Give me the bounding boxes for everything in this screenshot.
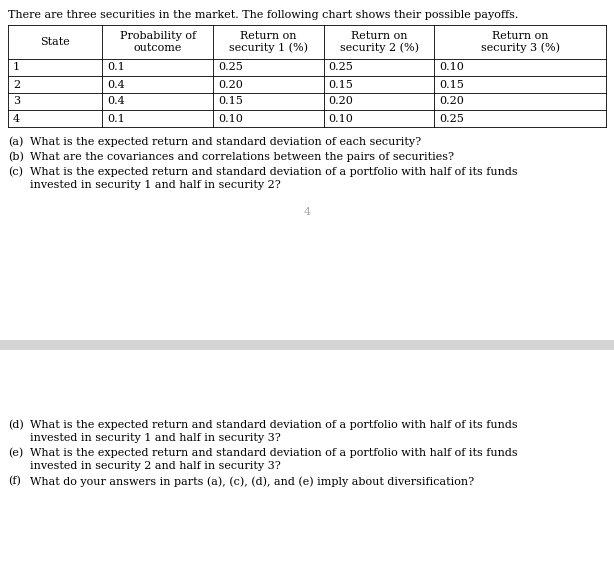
Text: Return on
security 3 (%): Return on security 3 (%) xyxy=(481,31,560,53)
Text: invested in security 2 and half in security 3?: invested in security 2 and half in secur… xyxy=(30,461,281,471)
Text: What is the expected return and standard deviation of a portfolio with half of i: What is the expected return and standard… xyxy=(30,448,518,458)
Text: What is the expected return and standard deviation of a portfolio with half of i: What is the expected return and standard… xyxy=(30,420,518,430)
Text: invested in security 1 and half in security 2?: invested in security 1 and half in secur… xyxy=(30,180,281,190)
Text: 0.10: 0.10 xyxy=(218,113,243,124)
Text: There are three securities in the market. The following chart shows their possib: There are three securities in the market… xyxy=(8,10,518,20)
Text: 3: 3 xyxy=(13,96,20,107)
Text: What do your answers in parts (a), (c), (d), and (e) imply about diversification: What do your answers in parts (a), (c), … xyxy=(30,476,474,487)
Text: 0.1: 0.1 xyxy=(107,113,125,124)
Text: 4: 4 xyxy=(13,113,20,124)
Text: (e): (e) xyxy=(8,448,23,459)
Text: 0.20: 0.20 xyxy=(218,80,243,90)
Text: State: State xyxy=(41,37,70,47)
Text: Probability of
outcome: Probability of outcome xyxy=(120,31,196,53)
Text: 0.4: 0.4 xyxy=(107,96,125,107)
Text: invested in security 1 and half in security 3?: invested in security 1 and half in secur… xyxy=(30,433,281,443)
Text: Return on
security 2 (%): Return on security 2 (%) xyxy=(340,31,419,53)
Text: What are the covariances and correlations between the pairs of securities?: What are the covariances and correlation… xyxy=(30,152,454,162)
Text: (f): (f) xyxy=(8,476,21,486)
Text: 0.15: 0.15 xyxy=(440,80,464,90)
Text: 0.25: 0.25 xyxy=(328,63,354,73)
Text: 0.25: 0.25 xyxy=(440,113,464,124)
Text: 0.1: 0.1 xyxy=(107,63,125,73)
Text: 1: 1 xyxy=(13,63,20,73)
Text: (c): (c) xyxy=(8,167,23,177)
Text: 2: 2 xyxy=(13,80,20,90)
Text: 0.20: 0.20 xyxy=(440,96,464,107)
Text: 0.10: 0.10 xyxy=(440,63,464,73)
Text: (d): (d) xyxy=(8,420,24,430)
Text: What is the expected return and standard deviation of a portfolio with half of i: What is the expected return and standard… xyxy=(30,167,518,177)
Text: 4: 4 xyxy=(303,207,311,217)
Text: 0.25: 0.25 xyxy=(218,63,243,73)
Text: 0.10: 0.10 xyxy=(328,113,354,124)
Bar xyxy=(0,340,614,350)
Text: What is the expected return and standard deviation of each security?: What is the expected return and standard… xyxy=(30,137,421,147)
Text: 0.20: 0.20 xyxy=(328,96,354,107)
Text: 0.15: 0.15 xyxy=(328,80,354,90)
Text: 0.15: 0.15 xyxy=(218,96,243,107)
Text: (a): (a) xyxy=(8,137,23,147)
Text: 0.4: 0.4 xyxy=(107,80,125,90)
Text: (b): (b) xyxy=(8,152,24,162)
Text: Return on
security 1 (%): Return on security 1 (%) xyxy=(229,31,308,53)
